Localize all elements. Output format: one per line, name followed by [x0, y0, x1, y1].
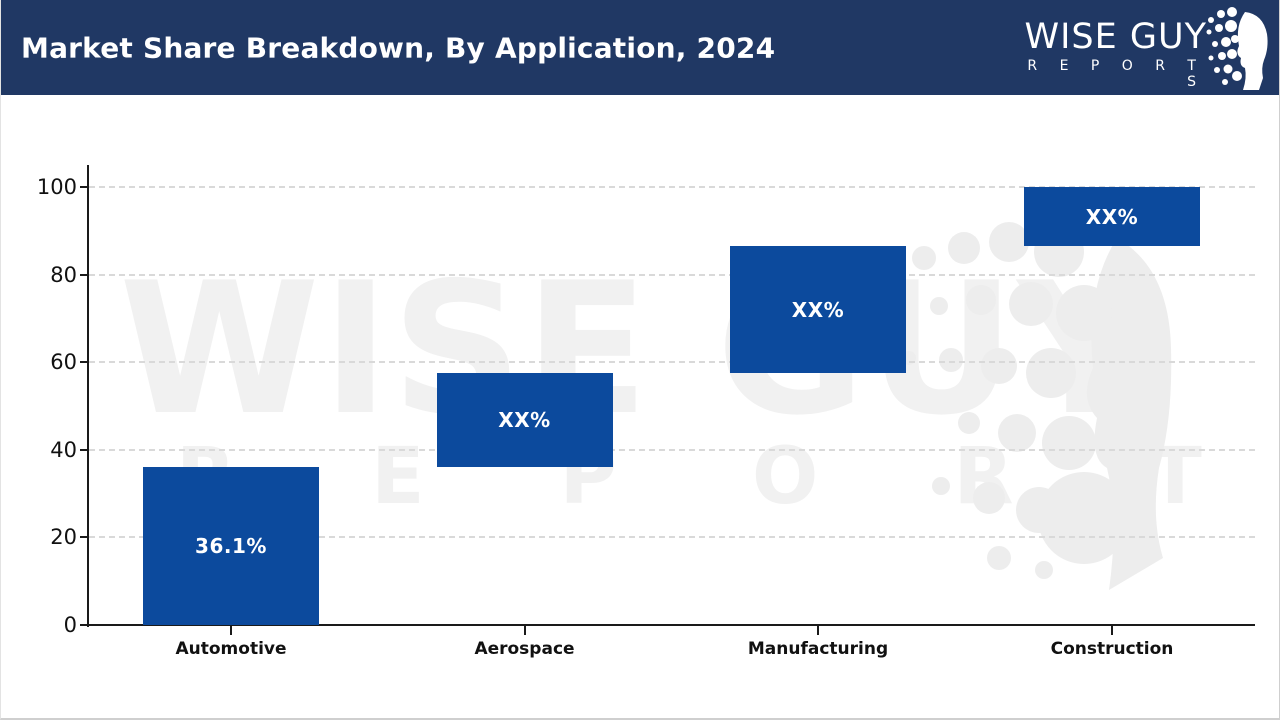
bar-segment-manufacturing: XX%	[730, 246, 906, 374]
x-axis-tick	[817, 626, 819, 635]
y-axis-tick	[80, 624, 89, 626]
chart-title: Market Share Breakdown, By Application, …	[21, 31, 776, 64]
bar-segment-aerospace: XX%	[436, 373, 613, 467]
logo-wordmark-line2: R E P O R T S	[1027, 58, 1205, 90]
y-axis-tick-label: 100	[36, 175, 77, 199]
y-axis-tick-label: 20	[50, 525, 77, 550]
bar-value-label: XX%	[791, 297, 845, 322]
brand-logo: WISE GUY R E P O R T S	[1019, 4, 1269, 92]
bar-value-label: XX%	[498, 408, 551, 432]
y-axis-tick	[80, 186, 89, 188]
x-axis-tick	[1111, 626, 1113, 635]
bar-segment-automotive: 36.1%	[143, 466, 319, 625]
y-axis-tick-label: 0	[63, 613, 77, 637]
logo-wordmark: WISE GUY R E P O R T S	[1019, 18, 1207, 90]
y-axis-tick	[80, 361, 89, 364]
gridline	[89, 536, 1255, 539]
bar-value-label: XX%	[1085, 204, 1139, 229]
logo-head-icon	[1206, 7, 1268, 90]
y-axis-tick-label: 40	[50, 437, 77, 462]
y-axis-tick-label: 60	[50, 350, 77, 375]
x-axis-category-label: Construction	[1050, 639, 1174, 659]
header-bar: Market Share Breakdown, By Application, …	[1, 0, 1279, 95]
x-axis-category-label: Aerospace	[474, 639, 575, 659]
y-axis-tick	[80, 448, 89, 451]
gridline	[89, 273, 1255, 276]
gridline	[89, 186, 1255, 188]
bar-segment-construction: XX%	[1024, 187, 1200, 247]
x-axis-category-label: Automotive	[175, 639, 287, 659]
logo-wordmark-line1: WISE GUY	[1024, 17, 1207, 57]
x-axis-category-label: Manufacturing	[747, 639, 889, 659]
x-axis-line	[87, 624, 1255, 626]
y-axis-line	[87, 165, 89, 627]
y-axis-tick	[80, 273, 89, 276]
gridline	[89, 448, 1255, 451]
gridline	[89, 361, 1255, 364]
x-axis-tick	[523, 626, 526, 635]
x-axis-tick	[230, 626, 232, 635]
y-axis-tick	[80, 536, 89, 539]
bar-value-label: 36.1%	[195, 533, 267, 558]
y-axis-tick-label: 80	[50, 262, 77, 287]
